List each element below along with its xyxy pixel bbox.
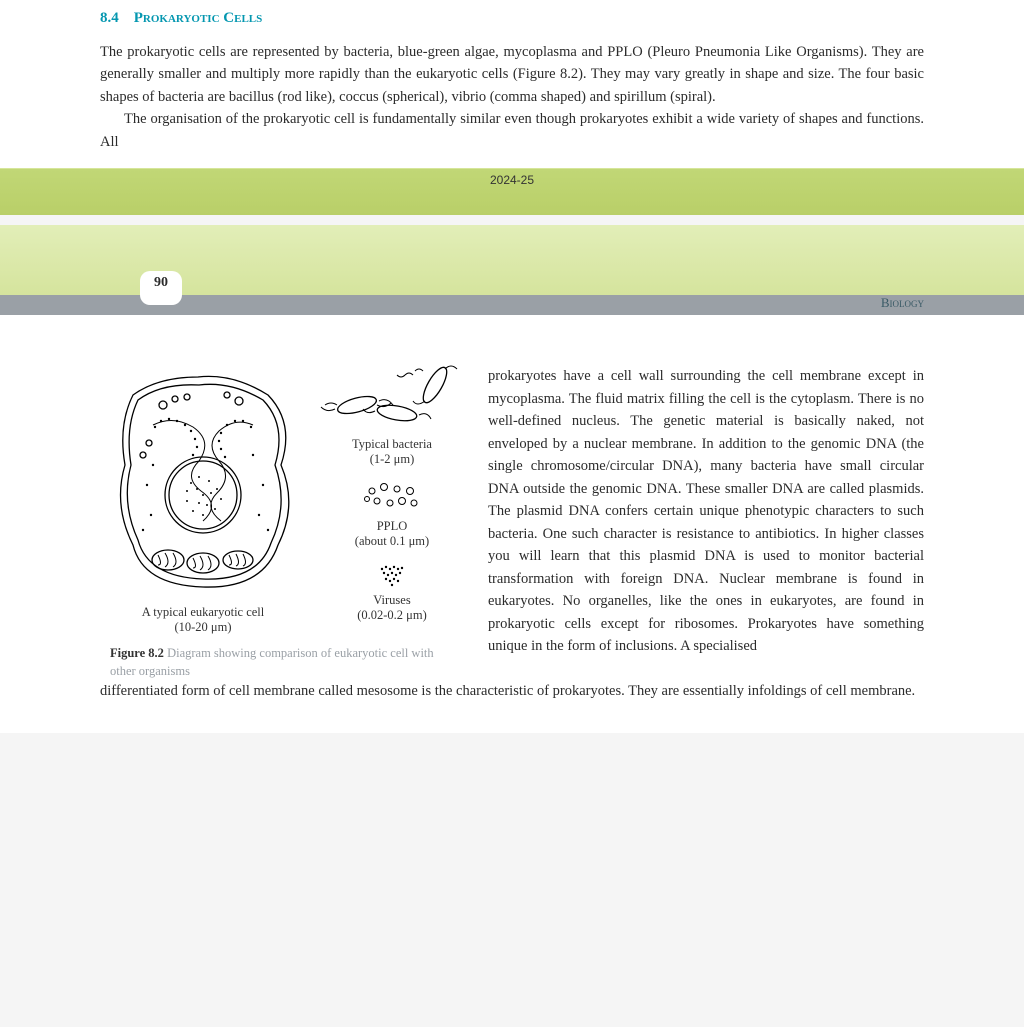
figure-and-text-row: A typical eukaryotic cell (10-20 μm) bbox=[100, 365, 924, 680]
virus-label: Viruses (0.02-0.2 μm) bbox=[357, 593, 427, 623]
para1b-text: The organisation of the prokaryotic cell… bbox=[100, 108, 924, 153]
eukaryotic-cell-icon bbox=[103, 365, 303, 605]
bacteria-label: Typical bacteria (1-2 μm) bbox=[352, 437, 432, 467]
subject-label: Biology bbox=[881, 295, 924, 311]
virus-label-text: Viruses bbox=[373, 593, 410, 607]
virus-size-text: (0.02-0.2 μm) bbox=[357, 608, 427, 622]
section-number: 8.4 bbox=[100, 10, 119, 26]
page-number: 90 bbox=[140, 271, 182, 305]
pplo-label-text: PPLO bbox=[377, 519, 408, 533]
figure-caption-bold: Figure 8.2 bbox=[110, 646, 164, 660]
eukaryotic-cell-illustration: A typical eukaryotic cell (10-20 μm) bbox=[103, 365, 303, 635]
year-label: 2024-25 bbox=[490, 173, 534, 187]
figure-top-row: A typical eukaryotic cell (10-20 μm) bbox=[103, 365, 467, 635]
eukaryote-label-text: A typical eukaryotic cell bbox=[142, 605, 265, 619]
figure-caption: Figure 8.2 Diagram showing comparison of… bbox=[100, 645, 470, 680]
section-heading: 8.4 Prokaryotic Cells bbox=[100, 10, 924, 27]
pplo-icon bbox=[342, 477, 442, 517]
intro-paragraph: The prokaryotic cells are represented by… bbox=[100, 41, 924, 153]
year-footer-bar: 2024-25 bbox=[0, 168, 1024, 215]
small-organisms-column: Typical bacteria (1-2 μm) PPLO (about bbox=[317, 365, 467, 623]
figure-block: A typical eukaryotic cell (10-20 μm) bbox=[100, 365, 470, 680]
eukaryote-label: A typical eukaryotic cell (10-20 μm) bbox=[103, 605, 303, 635]
bacteria-label-text: Typical bacteria bbox=[352, 437, 432, 451]
para1-text: The prokaryotic cells are represented by… bbox=[100, 44, 924, 105]
bacteria-size-text: (1-2 μm) bbox=[370, 452, 415, 466]
right-paragraph: prokaryotes have a cell wall surrounding… bbox=[488, 365, 924, 657]
page-lower: A typical eukaryotic cell (10-20 μm) bbox=[0, 315, 1024, 732]
section-title: Prokaryotic Cells bbox=[134, 10, 263, 26]
page-upper: 8.4 Prokaryotic Cells The prokaryotic ce… bbox=[0, 0, 1024, 168]
pplo-size-text: (about 0.1 μm) bbox=[355, 534, 429, 548]
continued-paragraph: differentiated form of cell membrane cal… bbox=[100, 680, 924, 702]
eukaryote-size-text: (10-20 μm) bbox=[174, 620, 231, 634]
page-gap bbox=[0, 215, 1024, 225]
bacteria-icon bbox=[317, 365, 467, 435]
page-header-band: 90 Biology bbox=[0, 225, 1024, 295]
pplo-label: PPLO (about 0.1 μm) bbox=[355, 519, 429, 549]
viruses-icon bbox=[352, 557, 432, 591]
